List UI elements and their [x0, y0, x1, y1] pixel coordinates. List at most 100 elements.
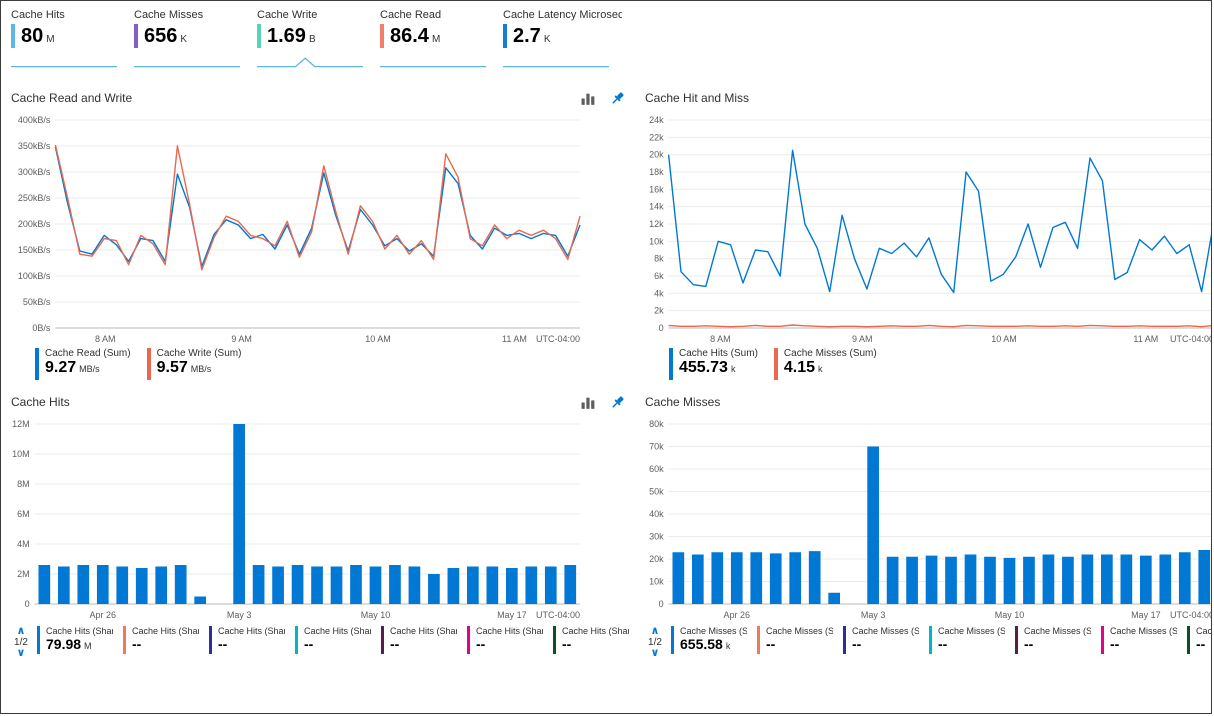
legend-item[interactable]: Cache Hits (Shard 6)...--	[553, 626, 629, 654]
svg-text:80k: 80k	[649, 419, 664, 429]
pager-label: 1/2	[648, 637, 662, 648]
legend-color-bar	[671, 626, 674, 654]
svg-text:May 10: May 10	[995, 610, 1025, 620]
metric-tile-cache-hits[interactable]: Cache Hits 80 M	[11, 7, 130, 70]
chart-title: Cache Hit and Miss	[645, 91, 750, 105]
svg-text:May 17: May 17	[497, 610, 527, 620]
svg-text:18k: 18k	[649, 167, 664, 177]
svg-text:16k: 16k	[649, 184, 664, 194]
svg-text:50k: 50k	[649, 487, 664, 497]
metric-tile-cache-write[interactable]: Cache Write 1.69 B	[257, 7, 376, 70]
chart-card-cache-hits: Cache Hits 12M 10M 8M 6M 4M 2M 0 Apr 26 May 3 May…	[9, 390, 629, 659]
legend-item[interactable]: Cache Hits (Shard 3)...--	[295, 626, 371, 654]
svg-text:UTC-04:00: UTC-04:00	[1170, 610, 1212, 620]
legend-item[interactable]: Cache Read (Sum) 9.27 MB/s	[35, 348, 131, 380]
legend-color-bar	[123, 626, 126, 654]
tile-title: Cache Latency Microsecon	[503, 9, 622, 21]
pager-up-icon[interactable]: ∧	[650, 625, 660, 637]
legend-color-bar	[35, 348, 39, 380]
svg-text:UTC-04:00: UTC-04:00	[536, 334, 580, 344]
legend-pager: ∧ 1/2 ∨	[11, 626, 31, 659]
legend-label: Cache Misses (Shard ...	[1196, 626, 1212, 636]
legend-value: 455.73	[679, 359, 728, 376]
svg-text:50kB/s: 50kB/s	[23, 297, 51, 307]
svg-text:250kB/s: 250kB/s	[18, 193, 51, 203]
legend-item[interactable]: Cache Misses (Shard ...655.58k	[671, 626, 747, 654]
legend-value: --	[1024, 636, 1034, 652]
svg-text:350kB/s: 350kB/s	[18, 141, 51, 151]
metrics-icon[interactable]	[581, 395, 596, 410]
legend-label: Cache Misses (Shard ...	[938, 626, 1005, 636]
legend-color-bar	[1015, 626, 1018, 654]
metric-tile-cache-read[interactable]: Cache Read 86.4 M	[380, 7, 499, 70]
legend-unit: k	[730, 364, 736, 374]
metric-tile-cache-latency[interactable]: Cache Latency Microsecon 2.7 K	[503, 7, 622, 70]
legend-color-bar	[929, 626, 932, 654]
legend-item[interactable]: Cache Hits (Shard 2)...--	[209, 626, 285, 654]
svg-text:24k: 24k	[649, 115, 664, 125]
chart-card-cache-read-write: Cache Read and Write 400kB/s 350kB/s 300kB…	[9, 86, 629, 380]
legend-label: Cache Write (Sum)	[156, 348, 242, 359]
legend-item[interactable]: Cache Write (Sum) 9.57 MB/s	[146, 348, 242, 380]
legend-color-bar	[1187, 626, 1190, 654]
legend-item[interactable]: Cache Misses (Shard ...--	[843, 626, 919, 654]
chart-legend: Cache Misses (Shard ...655.58k Cache Miss…	[671, 626, 1212, 654]
svg-text:14k: 14k	[649, 202, 664, 212]
svg-text:0: 0	[659, 323, 664, 333]
legend-item[interactable]: Cache Hits (Shard 0)...79.98M	[37, 626, 113, 654]
legend-value: 9.27	[45, 359, 77, 376]
svg-text:12M: 12M	[12, 419, 30, 429]
svg-text:2k: 2k	[654, 306, 664, 316]
pager-down-icon[interactable]: ∨	[650, 647, 660, 659]
cache-misses-bar-chart[interactable]: 80k 70k 60k 50k 40k 30k 20k 10k 0 Apr 26 May 3 May …	[643, 414, 1212, 624]
tile-accent-bar	[503, 24, 507, 48]
svg-text:4M: 4M	[17, 539, 30, 549]
legend-item[interactable]: Cache Misses (Shard ...--	[757, 626, 833, 654]
metrics-icon[interactable]	[581, 91, 596, 106]
legend-item[interactable]: Cache Misses (Shard ...--	[1101, 626, 1177, 654]
legend-item[interactable]: Cache Hits (Shard 5)...--	[467, 626, 543, 654]
legend-item[interactable]: Cache Misses (Sum) 4.15 k	[773, 348, 877, 380]
metric-tiles-row: Cache Hits 80 M Cache Misses 656 K Cache…	[1, 1, 1211, 78]
pager-up-icon[interactable]: ∧	[16, 625, 26, 637]
legend-label: Cache Misses (Shard ...	[852, 626, 919, 636]
svg-text:UTC-04:00: UTC-04:00	[536, 610, 580, 620]
pager-down-icon[interactable]: ∨	[16, 647, 26, 659]
legend-value: 4.15	[783, 359, 816, 376]
tile-sparkline	[134, 65, 240, 68]
svg-text:40k: 40k	[649, 509, 664, 519]
legend-item[interactable]: Cache Misses (Shard ...--	[1187, 626, 1212, 654]
svg-text:8 AM: 8 AM	[710, 334, 731, 344]
svg-text:12k: 12k	[649, 219, 664, 229]
legend-label: Cache Read (Sum)	[45, 348, 131, 359]
legend-color-bar	[669, 348, 673, 380]
legend-color-bar	[295, 626, 298, 654]
chart-legend: Cache Read (Sum) 9.27 MB/s Cache Write (Sum…	[35, 348, 629, 380]
metric-tile-cache-misses[interactable]: Cache Misses 656 K	[134, 7, 253, 70]
cache-read-write-chart[interactable]: 400kB/s 350kB/s 300kB/s 250kB/s 200kB/s 150kB…	[9, 110, 594, 348]
pin-icon[interactable]	[610, 395, 625, 410]
svg-text:10k: 10k	[649, 236, 664, 246]
svg-text:4k: 4k	[654, 288, 664, 298]
legend-item[interactable]: Cache Misses (Shard ...--	[1015, 626, 1091, 654]
tile-unit: K	[543, 34, 551, 45]
legend-color-bar	[467, 626, 470, 654]
svg-text:May 10: May 10	[361, 610, 391, 620]
legend-value: --	[390, 636, 400, 652]
cache-hits-bar-chart[interactable]: 12M 10M 8M 6M 4M 2M 0 Apr 26 May 3 May 10 May 17 UT…	[9, 414, 594, 624]
legend-color-bar	[553, 626, 556, 654]
legend-item[interactable]: Cache Hits (Sum) 455.73 k	[669, 348, 758, 380]
legend-value: --	[1196, 636, 1206, 652]
legend-item[interactable]: Cache Misses (Shard ...--	[929, 626, 1005, 654]
svg-text:11 AM: 11 AM	[1133, 334, 1158, 344]
svg-text:Apr 26: Apr 26	[90, 610, 117, 620]
tile-value: 2.7	[513, 25, 541, 47]
legend-value: --	[1110, 636, 1120, 652]
legend-item[interactable]: Cache Hits (Shard 4)...--	[381, 626, 457, 654]
tile-accent-bar	[380, 24, 384, 48]
pin-icon[interactable]	[610, 91, 625, 106]
legend-item[interactable]: Cache Hits (Shard 1)...--	[123, 626, 199, 654]
cache-hit-miss-chart[interactable]: 24k 22k 20k 18k 16k 14k 12k 10k 8k 6k 4k 2k 0 8 AM 9 A…	[643, 110, 1212, 348]
legend-pager: ∧ 1/2 ∨	[645, 626, 665, 659]
tile-sparkline	[380, 65, 486, 68]
